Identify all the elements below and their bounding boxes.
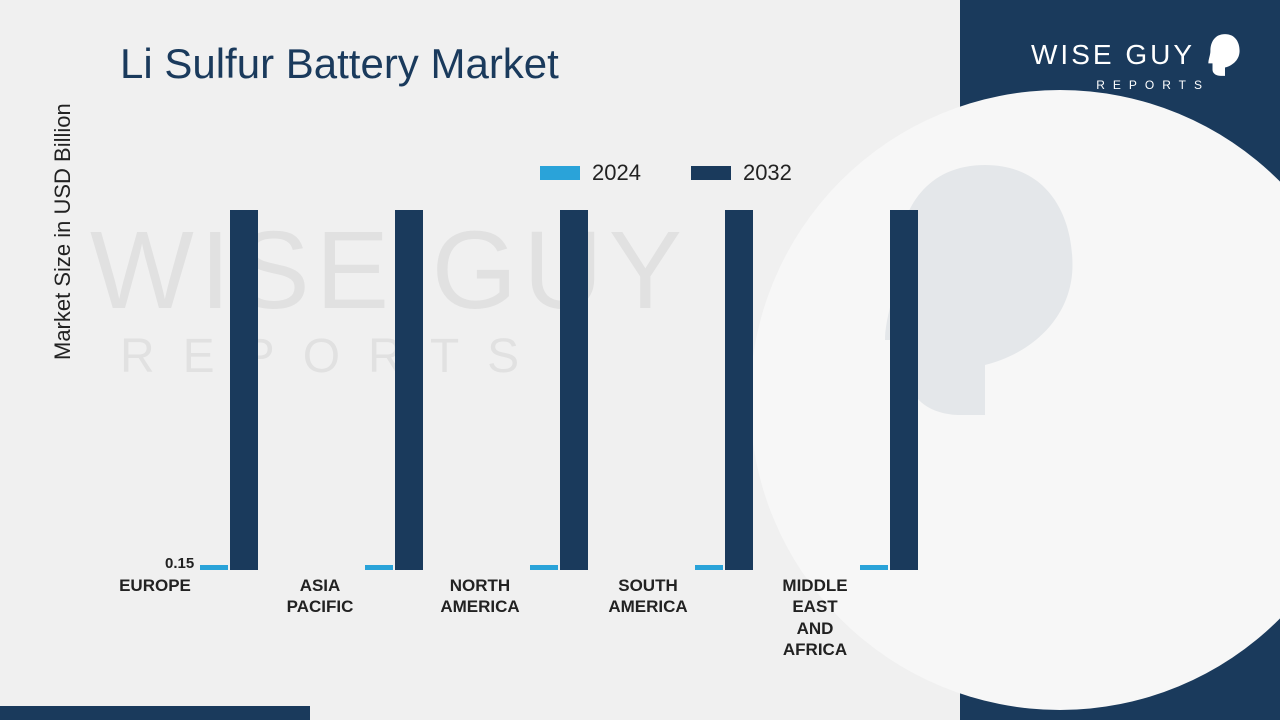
- bar-2024: [695, 565, 723, 570]
- bar-2032: [725, 210, 753, 570]
- legend: 2024 2032: [540, 160, 792, 186]
- legend-label-2032: 2032: [743, 160, 792, 186]
- legend-swatch-2024: [540, 166, 580, 180]
- y-axis-label: Market Size in USD Billion: [50, 103, 76, 360]
- bar-group: [365, 210, 423, 570]
- chart-title: Li Sulfur Battery Market: [120, 40, 559, 88]
- legend-item-2032: 2032: [691, 160, 792, 186]
- x-axis-label: EUROPE: [105, 575, 205, 596]
- brand-logo: WISE GUY REPORTS: [1031, 30, 1250, 92]
- x-axis-label: MIDDLEEASTANDAFRICA: [765, 575, 865, 660]
- bar-2032: [890, 210, 918, 570]
- x-axis-label: NORTHAMERICA: [430, 575, 530, 618]
- chart-area: Market Size in USD Billion 2024 2032 0.1…: [60, 160, 960, 680]
- x-axis-label: SOUTHAMERICA: [598, 575, 698, 618]
- bar-2032: [230, 210, 258, 570]
- bar-2024: [530, 565, 558, 570]
- legend-item-2024: 2024: [540, 160, 641, 186]
- bar-2032: [395, 210, 423, 570]
- x-axis-label: ASIAPACIFIC: [270, 575, 370, 618]
- legend-label-2024: 2024: [592, 160, 641, 186]
- bar-group: [860, 210, 918, 570]
- plot-area: 0.15: [140, 210, 960, 570]
- logo-subtitle: REPORTS: [1031, 78, 1210, 92]
- bar-value-label: 0.15: [165, 555, 194, 572]
- bottom-accent-bar: [0, 706, 310, 720]
- bar-group: [530, 210, 588, 570]
- bar-2024: [860, 565, 888, 570]
- logo-text: WISE GUY: [1031, 39, 1195, 71]
- bar-2024: [200, 565, 228, 570]
- bar-2024: [365, 565, 393, 570]
- legend-swatch-2032: [691, 166, 731, 180]
- bar-group: [695, 210, 753, 570]
- bar-2032: [560, 210, 588, 570]
- bar-group: [200, 210, 258, 570]
- logo-head-icon: [1200, 30, 1250, 80]
